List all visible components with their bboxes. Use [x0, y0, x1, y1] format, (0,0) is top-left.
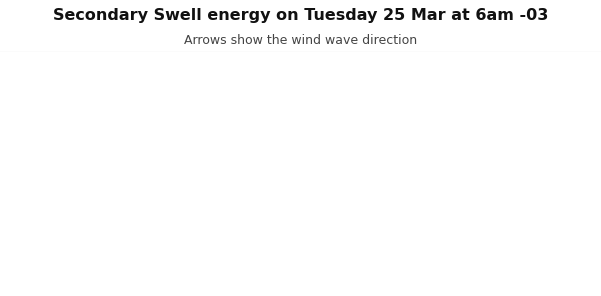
Text: Secondary Swell energy on Tuesday 25 Mar at 6am -03: Secondary Swell energy on Tuesday 25 Mar… — [53, 8, 548, 23]
Text: Arrows show the wind wave direction: Arrows show the wind wave direction — [184, 34, 417, 47]
Text: cartopy required: cartopy required — [219, 164, 382, 184]
